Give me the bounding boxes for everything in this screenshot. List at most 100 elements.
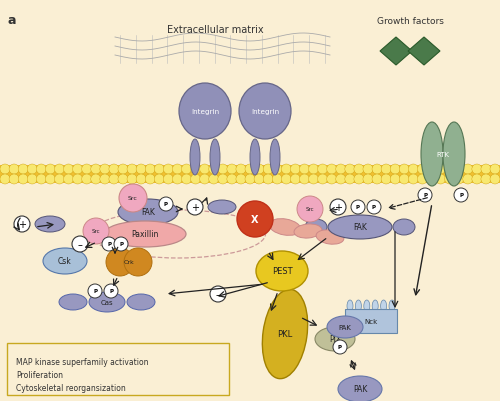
Circle shape xyxy=(472,164,482,174)
Ellipse shape xyxy=(294,225,322,239)
Text: Paxillin: Paxillin xyxy=(132,230,158,239)
Text: X: X xyxy=(252,215,259,225)
Text: PIX: PIX xyxy=(329,335,341,344)
Bar xyxy=(0,166,500,184)
Circle shape xyxy=(200,174,209,184)
Circle shape xyxy=(124,248,152,276)
Text: FAK: FAK xyxy=(141,208,155,217)
Circle shape xyxy=(436,164,446,174)
Text: Integrin: Integrin xyxy=(251,109,279,115)
Circle shape xyxy=(100,174,110,184)
Text: Src: Src xyxy=(128,196,138,201)
Circle shape xyxy=(127,174,137,184)
Text: Integrin: Integrin xyxy=(191,109,219,115)
Text: PEST: PEST xyxy=(272,267,292,276)
Circle shape xyxy=(190,164,200,174)
Circle shape xyxy=(90,174,101,184)
Text: PKL: PKL xyxy=(278,330,292,339)
Circle shape xyxy=(300,174,310,184)
Circle shape xyxy=(333,340,347,354)
Circle shape xyxy=(109,164,119,174)
Ellipse shape xyxy=(127,294,155,310)
Text: P: P xyxy=(107,242,111,247)
Circle shape xyxy=(472,174,482,184)
Circle shape xyxy=(372,174,382,184)
Circle shape xyxy=(408,164,418,174)
Circle shape xyxy=(0,174,10,184)
Circle shape xyxy=(282,174,292,184)
Text: Growth factors: Growth factors xyxy=(376,18,444,26)
Ellipse shape xyxy=(338,376,382,401)
Text: –: – xyxy=(78,239,82,249)
Text: P: P xyxy=(372,205,376,210)
Ellipse shape xyxy=(270,140,280,176)
Circle shape xyxy=(436,174,446,184)
Text: +: + xyxy=(18,219,26,229)
Text: P: P xyxy=(423,193,427,198)
Circle shape xyxy=(454,174,464,184)
Ellipse shape xyxy=(356,300,362,312)
Circle shape xyxy=(245,164,255,174)
Ellipse shape xyxy=(364,300,370,312)
Ellipse shape xyxy=(118,200,178,225)
Circle shape xyxy=(308,174,318,184)
Circle shape xyxy=(363,164,373,174)
Circle shape xyxy=(272,174,282,184)
Circle shape xyxy=(82,174,92,184)
Circle shape xyxy=(490,174,500,184)
Circle shape xyxy=(172,164,182,174)
Text: RTK: RTK xyxy=(436,152,450,158)
Circle shape xyxy=(88,284,102,298)
Circle shape xyxy=(390,164,400,174)
Circle shape xyxy=(136,164,146,174)
Circle shape xyxy=(290,174,300,184)
Ellipse shape xyxy=(35,217,65,233)
Ellipse shape xyxy=(190,140,200,176)
Circle shape xyxy=(408,174,418,184)
Circle shape xyxy=(326,164,336,174)
Circle shape xyxy=(336,164,345,174)
Text: Cas: Cas xyxy=(100,299,114,305)
Circle shape xyxy=(208,174,218,184)
Text: –: – xyxy=(216,289,220,299)
Text: PAK: PAK xyxy=(353,385,367,393)
Circle shape xyxy=(481,164,491,174)
Circle shape xyxy=(54,164,64,174)
Bar xyxy=(345,309,397,333)
Ellipse shape xyxy=(372,300,378,312)
Circle shape xyxy=(109,174,119,184)
Circle shape xyxy=(64,164,74,174)
Circle shape xyxy=(400,164,409,174)
Circle shape xyxy=(272,164,282,174)
Circle shape xyxy=(254,164,264,174)
Circle shape xyxy=(351,200,365,215)
Circle shape xyxy=(72,237,88,252)
Circle shape xyxy=(100,164,110,174)
Circle shape xyxy=(245,174,255,184)
Circle shape xyxy=(354,174,364,184)
Circle shape xyxy=(381,164,391,174)
Text: +: + xyxy=(191,203,199,213)
Circle shape xyxy=(372,164,382,174)
Text: P: P xyxy=(119,242,123,247)
Circle shape xyxy=(418,174,428,184)
Circle shape xyxy=(490,164,500,174)
Circle shape xyxy=(36,164,46,174)
Circle shape xyxy=(237,201,273,237)
Circle shape xyxy=(208,164,218,174)
Circle shape xyxy=(400,174,409,184)
Circle shape xyxy=(164,174,173,184)
Ellipse shape xyxy=(316,230,344,245)
Text: Nck: Nck xyxy=(364,318,378,324)
Circle shape xyxy=(114,237,128,251)
Circle shape xyxy=(326,174,336,184)
Circle shape xyxy=(418,188,432,203)
Polygon shape xyxy=(408,38,440,66)
Circle shape xyxy=(182,164,192,174)
Circle shape xyxy=(444,164,454,174)
Circle shape xyxy=(300,164,310,174)
Circle shape xyxy=(145,164,155,174)
Text: PAK: PAK xyxy=(338,324,351,330)
Circle shape xyxy=(236,164,246,174)
Circle shape xyxy=(127,164,137,174)
